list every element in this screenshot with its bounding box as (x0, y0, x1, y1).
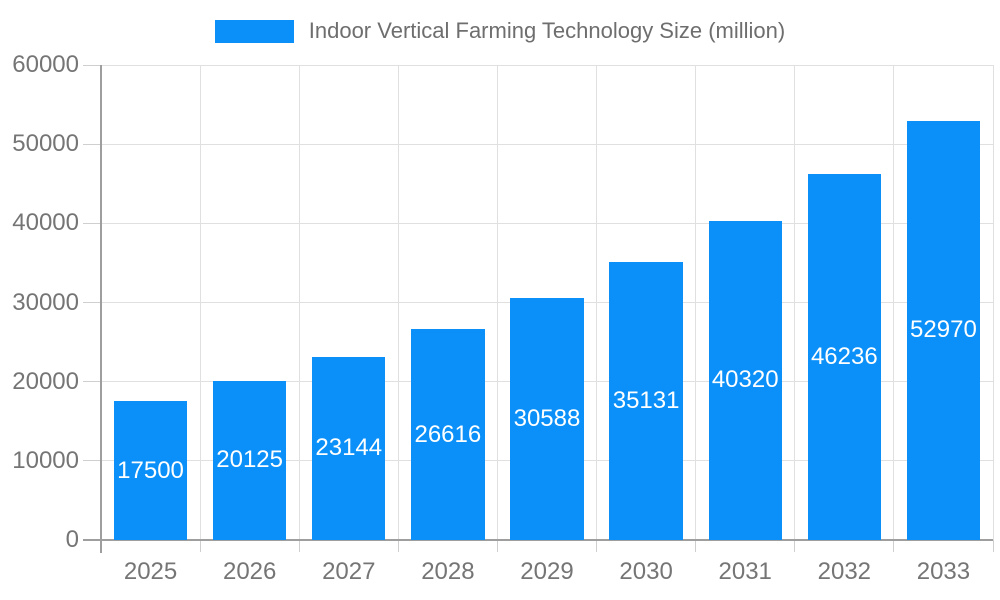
x-axis-tick-label: 2028 (421, 558, 475, 585)
x-axis-tick (794, 540, 796, 552)
gridline-vertical (496, 65, 498, 540)
bar-2027[interactable] (312, 356, 386, 540)
bar-value-label: 20125 (216, 446, 284, 474)
bar-value-label: 30588 (513, 404, 581, 432)
bar-2033[interactable] (906, 120, 981, 540)
y-axis-tick-label: 30000 (12, 288, 79, 316)
x-axis-tick (496, 540, 498, 552)
x-axis-tick (893, 540, 895, 552)
x-axis-tick (596, 540, 598, 552)
bar-2026[interactable] (212, 380, 287, 540)
bar-value-label: 35131 (612, 386, 680, 414)
x-axis-tick-label: 2025 (123, 558, 178, 585)
x-axis-tick-label: 2031 (718, 558, 772, 585)
y-axis-line (100, 65, 102, 553)
gridline-vertical (695, 65, 697, 540)
y-axis-tick (83, 381, 101, 383)
gridline-vertical (596, 65, 598, 540)
x-axis-tick (199, 540, 201, 552)
x-axis-tick (992, 540, 994, 552)
x-axis-tick (298, 540, 300, 552)
y-axis-tick-label: 20000 (12, 367, 79, 395)
bar-2029[interactable] (510, 297, 584, 540)
chart-legend[interactable]: Indoor Vertical Farming Technology Size … (0, 14, 1000, 48)
x-axis-tick-label: 2026 (222, 558, 277, 585)
x-axis-tick-label: 2027 (322, 558, 376, 585)
gridline-horizontal (101, 222, 993, 224)
gridline-vertical (397, 65, 399, 540)
y-axis-tick-label: 10000 (12, 446, 79, 474)
y-axis-tick (83, 302, 101, 303)
gridline-vertical (992, 65, 994, 540)
bar-2025[interactable] (113, 401, 188, 540)
bar-value-label: 52970 (910, 316, 977, 344)
gridline-vertical (794, 65, 796, 540)
gridline-horizontal (101, 143, 993, 145)
bar-2030[interactable] (609, 261, 683, 540)
bar-2032[interactable] (807, 173, 881, 540)
bar-value-label: 40320 (711, 366, 779, 394)
x-axis-tick-label: 2033 (916, 558, 971, 585)
legend-swatch (214, 19, 294, 43)
x-axis-tick (695, 540, 697, 552)
y-axis-tick (83, 222, 101, 224)
bar-2028[interactable] (411, 329, 485, 540)
bar-value-label: 23144 (315, 434, 383, 462)
y-axis-tick-label: 50000 (12, 130, 79, 158)
y-axis-tick-label: 40000 (12, 209, 79, 237)
bar-value-label: 17500 (117, 456, 184, 484)
gridline-vertical (298, 65, 300, 540)
x-axis-line (83, 539, 993, 541)
y-axis-tick (83, 460, 101, 462)
y-axis-tick-label: 0 (65, 526, 79, 553)
gridline-vertical (199, 65, 201, 540)
gridline-horizontal (101, 64, 993, 66)
bar-value-label: 26616 (414, 420, 482, 448)
bar-value-label: 46236 (810, 342, 878, 370)
legend-label: Indoor Vertical Farming Technology Size … (308, 18, 786, 43)
x-axis-tick-label: 2030 (619, 558, 673, 585)
y-axis-tick (83, 143, 101, 145)
y-axis-tick-label: 60000 (12, 51, 79, 78)
x-axis-tick-label: 2029 (520, 558, 574, 585)
bar-2031[interactable] (708, 220, 782, 540)
gridline-vertical (893, 65, 895, 540)
x-axis-tick-label: 2032 (817, 558, 872, 585)
y-axis-tick (83, 64, 101, 66)
x-axis-tick (397, 540, 399, 552)
